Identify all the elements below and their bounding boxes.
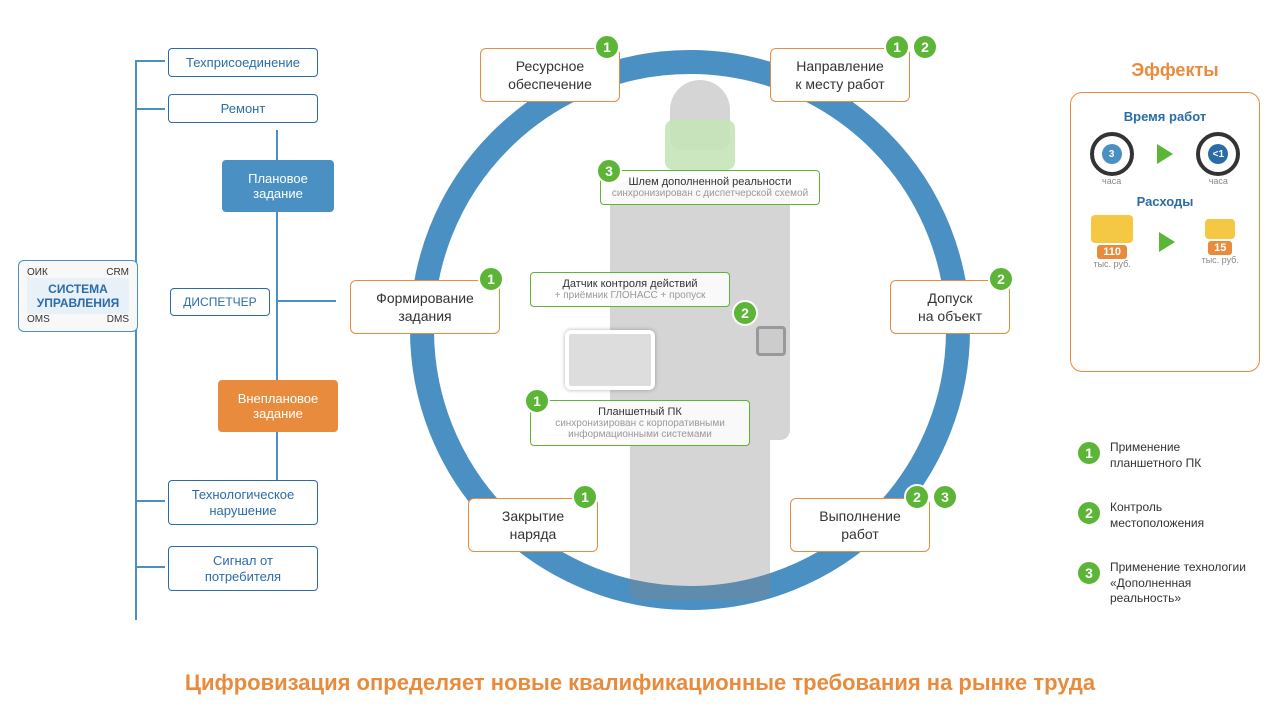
- flow-line-vertical-left: [135, 60, 137, 620]
- tablet-icon: [565, 330, 655, 390]
- effects-box: Время работ 3 часа <1 часа Расходы 110 т…: [1070, 92, 1260, 372]
- legend-item-1: 1 Применение планшетного ПК: [1076, 440, 1250, 471]
- node-resource-l2: обеспечение: [495, 75, 605, 93]
- clock-before-val: 3: [1102, 144, 1122, 164]
- device-tablet: Планшетный ПК синхронизирован с корпорат…: [530, 400, 750, 446]
- sys-tr: CRM: [82, 267, 129, 278]
- arrow-right-icon: [1159, 232, 1175, 252]
- legend-text: Контроль местоположения: [1110, 500, 1250, 531]
- input-consumer-signal: Сигнал от потребителя: [168, 546, 318, 591]
- clock-after-val: <1: [1208, 144, 1228, 164]
- node-close-l2: наряда: [483, 525, 583, 543]
- node-admit-l2: на объект: [905, 307, 995, 325]
- system-management-box: ОИК CRM СИСТЕМА УПРАВЛЕНИЯ OMS DMS: [18, 260, 138, 332]
- badge: 1: [884, 34, 910, 60]
- bottom-caption: Цифровизация определяет новые квалификац…: [140, 670, 1140, 696]
- node-direction-l1: Направление: [785, 57, 895, 75]
- badge: 1: [478, 266, 504, 292]
- badge: 3: [596, 158, 622, 184]
- legend-text: Применение технологии «Дополненная реаль…: [1110, 560, 1250, 607]
- input-tech-violation: Технологическое нарушение: [168, 480, 318, 525]
- unplanned-task-box: Внеплановое задание: [218, 380, 338, 432]
- planned-task-box: Плановое задание: [222, 160, 334, 212]
- node-execute-l1: Выполнение: [805, 507, 915, 525]
- diagram-canvas: ОИК CRM СИСТЕМА УПРАВЛЕНИЯ OMS DMS Техпр…: [0, 0, 1280, 720]
- legend-badge: 3: [1076, 560, 1102, 586]
- badge: 2: [988, 266, 1014, 292]
- node-resource-l1: Ресурсное: [495, 57, 605, 75]
- flow-line: [135, 500, 165, 502]
- badge: 1: [572, 484, 598, 510]
- device-sensor: Датчик контроля действий + приёмник ГЛОН…: [530, 272, 730, 307]
- badge: 3: [932, 484, 958, 510]
- coin-before-unit: тыс. руб.: [1093, 259, 1130, 269]
- effects-title: Эффекты: [1100, 60, 1250, 81]
- clock-after-icon: <1 часа: [1196, 132, 1240, 176]
- flow-line: [135, 566, 165, 568]
- badge: 1: [594, 34, 620, 60]
- legend-badge: 2: [1076, 500, 1102, 526]
- coin-before-val: 110: [1097, 245, 1127, 259]
- device-helmet-sub: синхронизирован с диспетчерской схемой: [611, 188, 809, 199]
- dispatcher-box: ДИСПЕТЧЕР: [170, 288, 270, 316]
- legend-item-2: 2 Контроль местоположения: [1076, 500, 1250, 531]
- badge: 2: [732, 300, 758, 326]
- arrow-right-icon: [1157, 144, 1173, 164]
- wrist-device-icon: [756, 326, 786, 356]
- flow-line: [276, 300, 336, 302]
- clock-after-unit: часа: [1209, 176, 1228, 186]
- coin-stack-icon: [1205, 219, 1235, 239]
- input-tech-connection: Техприсоединение: [168, 48, 318, 77]
- clock-before-unit: часа: [1102, 176, 1121, 186]
- legend-text: Применение планшетного ПК: [1110, 440, 1250, 471]
- legend-item-3: 3 Применение технологии «Дополненная реа…: [1076, 560, 1250, 607]
- clock-before-icon: 3 часа: [1090, 132, 1134, 176]
- node-form: Формирование задания: [350, 280, 500, 334]
- coins-before: 110 тыс. руб.: [1091, 215, 1133, 269]
- device-tablet-sub: синхронизирован с корпоративными информа…: [541, 418, 739, 440]
- badge: 1: [524, 388, 550, 414]
- device-helmet-title: Шлем дополненной реальности: [611, 176, 809, 188]
- sys-br: DMS: [82, 314, 129, 325]
- sys-tl: ОИК: [27, 267, 74, 278]
- coin-stack-icon: [1091, 215, 1133, 243]
- node-execute-l2: работ: [805, 525, 915, 543]
- coin-after-unit: тыс. руб.: [1202, 255, 1239, 265]
- flow-line: [135, 108, 165, 110]
- sys-bl: OMS: [27, 314, 74, 325]
- badge: 2: [904, 484, 930, 510]
- badge: 2: [912, 34, 938, 60]
- legend-badge: 1: [1076, 440, 1102, 466]
- input-repair: Ремонт: [168, 94, 318, 123]
- coins-after: 15 тыс. руб.: [1202, 219, 1239, 265]
- sys-center: СИСТЕМА УПРАВЛЕНИЯ: [27, 278, 129, 314]
- device-sensor-sub: + приёмник ГЛОНАСС + пропуск: [541, 290, 719, 301]
- coin-after-val: 15: [1208, 241, 1232, 255]
- device-tablet-title: Планшетный ПК: [541, 406, 739, 418]
- effect-time-label: Время работ: [1081, 109, 1249, 124]
- node-form-l2: задания: [365, 307, 485, 325]
- device-helmet: Шлем дополненной реальности синхронизиро…: [600, 170, 820, 205]
- node-form-l1: Формирование: [365, 289, 485, 307]
- node-admit-l1: Допуск: [905, 289, 995, 307]
- node-direction-l2: к месту работ: [785, 75, 895, 93]
- flow-line: [135, 60, 165, 62]
- node-close-l1: Закрытие: [483, 507, 583, 525]
- effect-cost-label: Расходы: [1081, 194, 1249, 209]
- device-sensor-title: Датчик контроля действий: [541, 278, 719, 290]
